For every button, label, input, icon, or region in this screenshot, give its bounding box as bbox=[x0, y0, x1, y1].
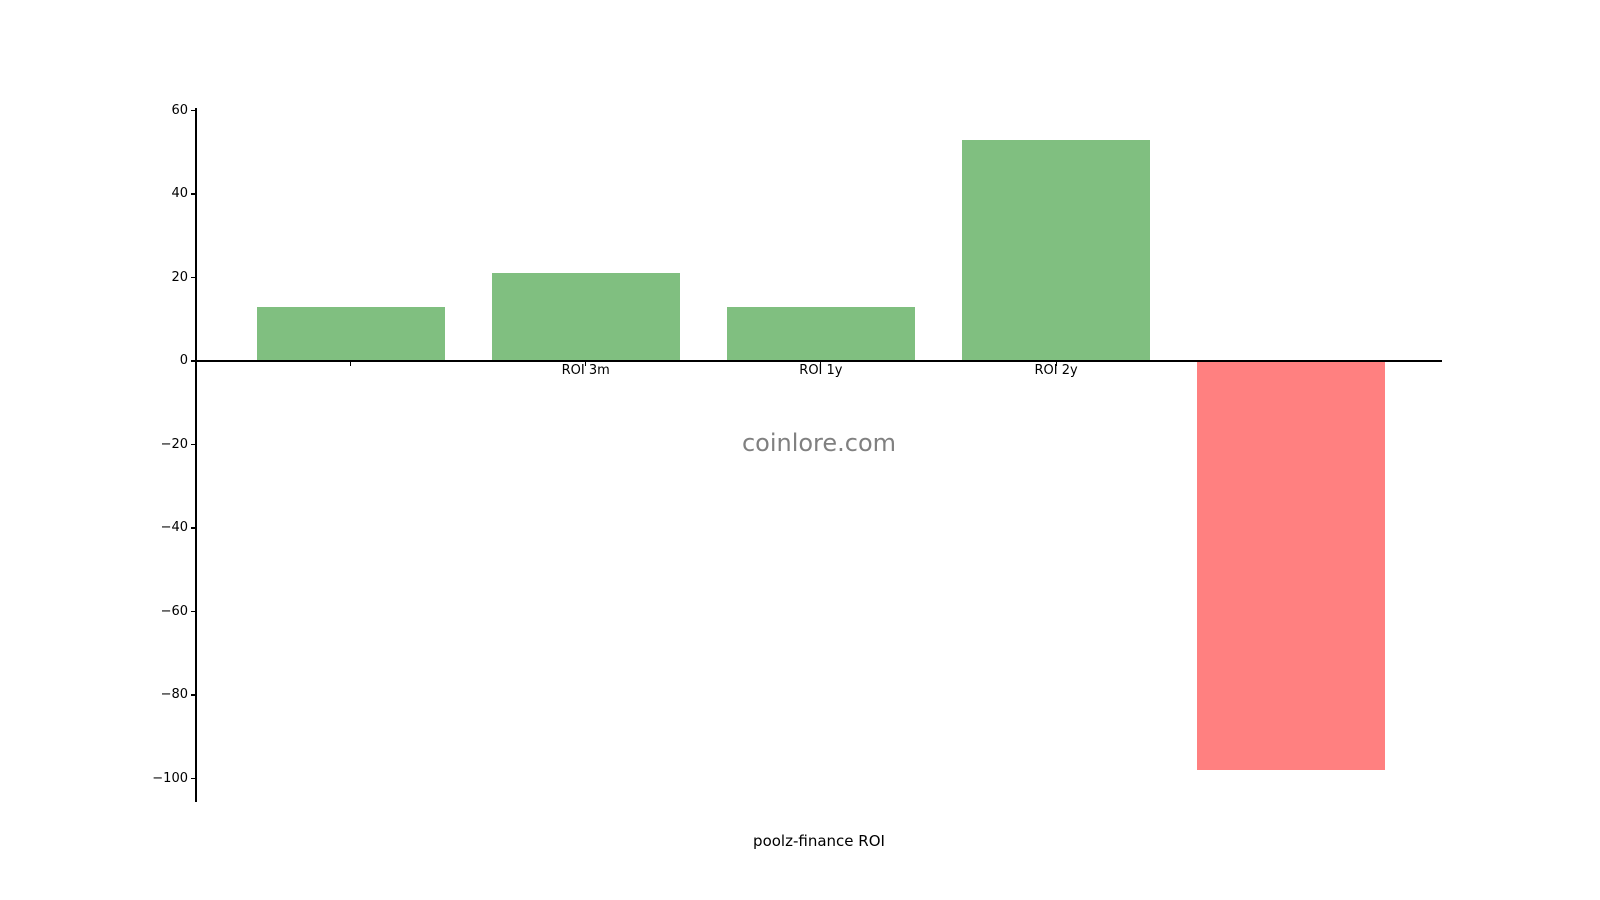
y-tick bbox=[191, 109, 196, 112]
bar bbox=[962, 139, 1151, 361]
y-tick bbox=[191, 527, 196, 529]
y-tick bbox=[191, 610, 196, 613]
watermark: coinlore.com bbox=[741, 429, 897, 457]
y-tick-label: 60 bbox=[171, 102, 188, 118]
bar bbox=[491, 273, 680, 361]
x-axis-zero-line bbox=[196, 360, 1442, 362]
y-tick-label: 0 bbox=[179, 353, 188, 368]
y-tick bbox=[191, 694, 196, 696]
y-tick bbox=[191, 360, 196, 362]
bar bbox=[1197, 361, 1386, 771]
y-tick-label: −80 bbox=[160, 687, 188, 702]
x-tick bbox=[349, 361, 352, 366]
bar bbox=[726, 306, 915, 361]
y-tick bbox=[191, 443, 196, 446]
y-tick bbox=[191, 276, 196, 279]
y-tick bbox=[191, 777, 196, 780]
y-tick-label: 20 bbox=[171, 269, 188, 285]
x-tick bbox=[820, 361, 822, 366]
y-tick bbox=[191, 193, 196, 195]
bar bbox=[256, 306, 445, 361]
x-tick-label: ROI 1y bbox=[799, 362, 843, 378]
y-tick-label: −60 bbox=[160, 603, 188, 619]
y-tick-label: −40 bbox=[160, 520, 188, 535]
y-tick-label: −20 bbox=[160, 436, 188, 452]
y-axis-line bbox=[195, 108, 197, 802]
x-tick bbox=[585, 361, 587, 366]
y-tick-label: 40 bbox=[171, 186, 188, 201]
y-tick-label: −100 bbox=[152, 770, 188, 786]
chart-title: poolz-finance ROI bbox=[753, 832, 885, 850]
x-tick bbox=[1055, 361, 1057, 366]
x-tick-label: ROI 2y bbox=[1034, 362, 1078, 378]
x-tick-label: ROI 3m bbox=[561, 362, 610, 378]
